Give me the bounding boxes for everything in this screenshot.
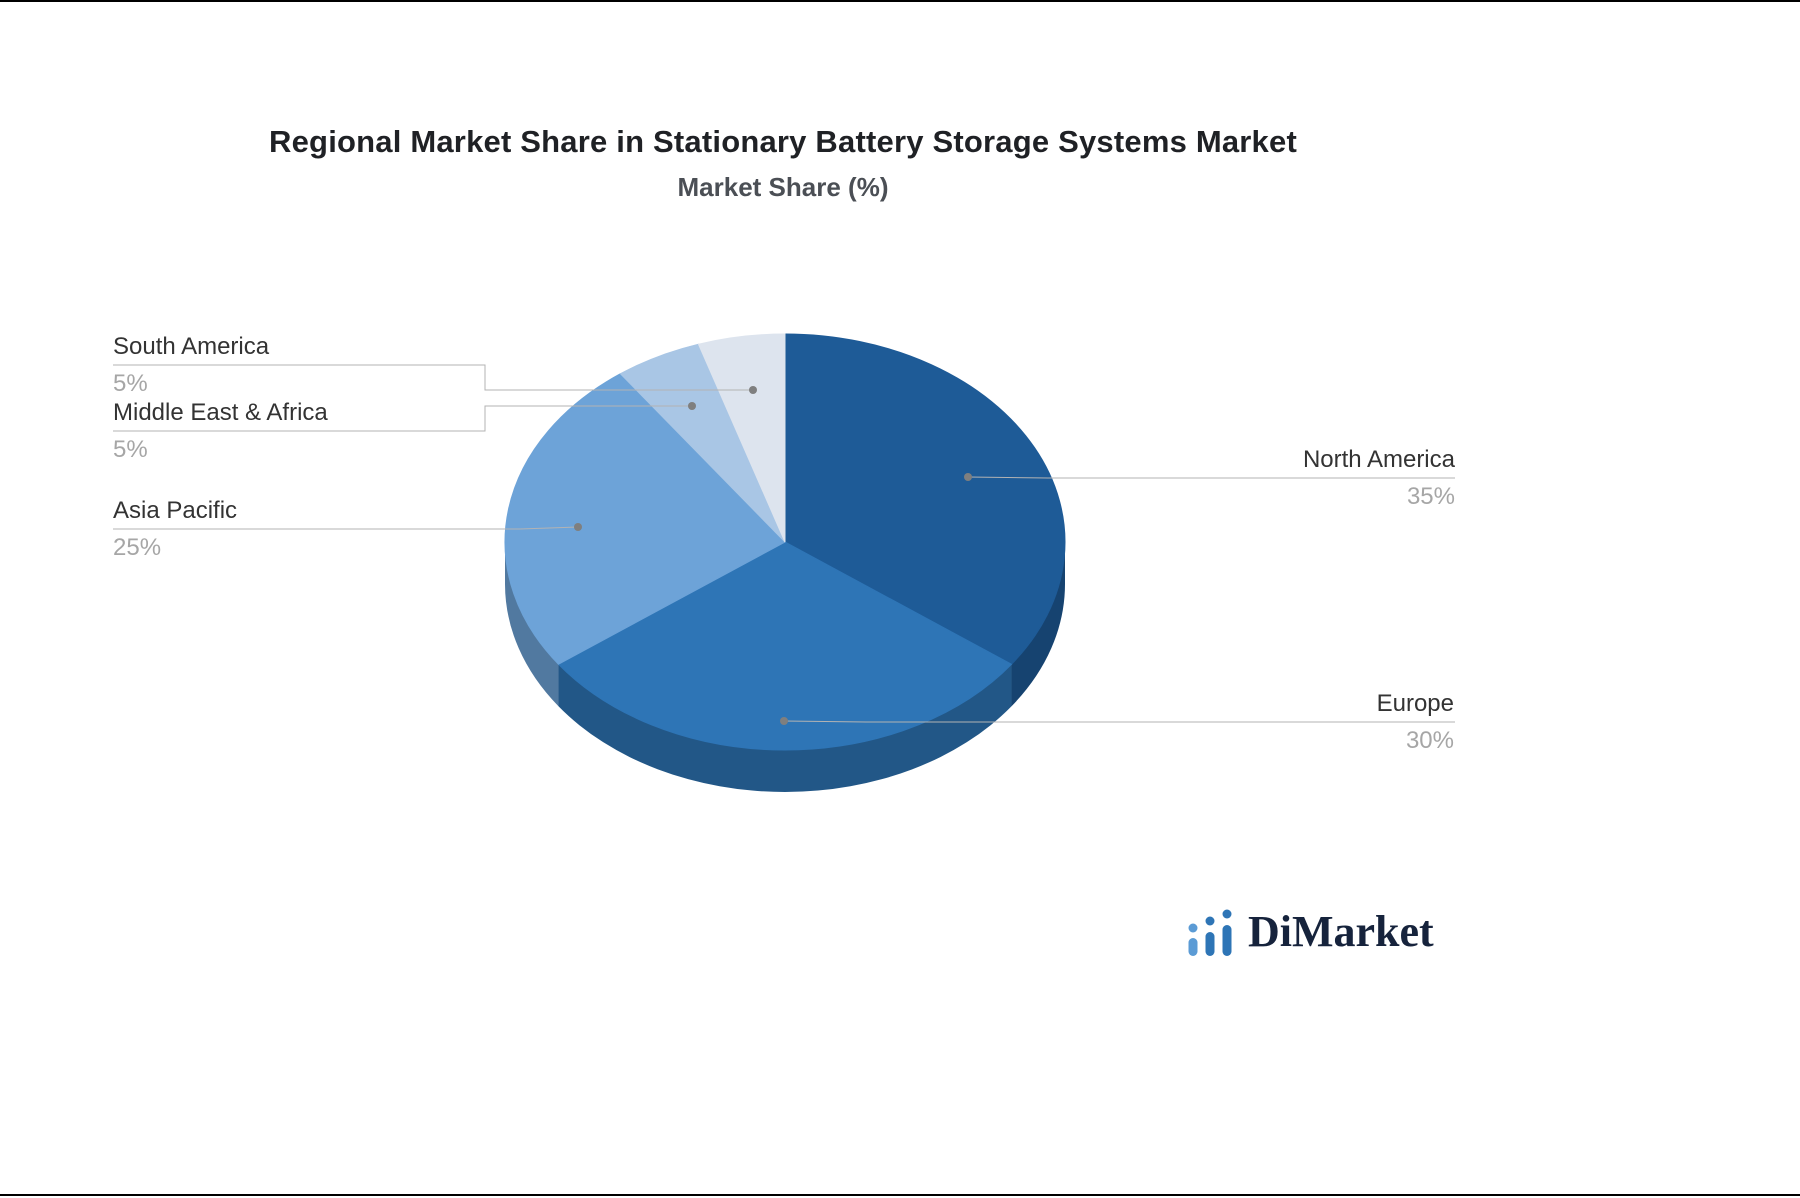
leader-dot-europe bbox=[780, 717, 788, 725]
chart-title: Regional Market Share in Stationary Batt… bbox=[269, 124, 1297, 159]
pie-slice-side-asia-pacific bbox=[505, 542, 559, 707]
slice-label-north-america: North America bbox=[1302, 446, 1455, 473]
pie-slice-europe[interactable] bbox=[557, 541, 1013, 751]
leader-dot-south-america bbox=[749, 386, 757, 394]
leader-line-europe bbox=[783, 720, 1455, 723]
leader-dot-north-america bbox=[964, 473, 972, 481]
leader-line-asia-pacific bbox=[113, 526, 579, 530]
slice-value-middle-east-africa: 5% bbox=[113, 436, 148, 463]
dimarket-logo: DiMarket bbox=[1186, 906, 1434, 958]
slice-label-asia-pacific: Asia Pacific bbox=[113, 497, 238, 524]
pie-slice-side-europe bbox=[558, 664, 1012, 792]
chart-subtitle: Market Share (%) bbox=[677, 172, 889, 202]
leader-dot-asia-pacific bbox=[574, 523, 582, 531]
slice-label-south-america: South America bbox=[113, 333, 270, 360]
dimarket-logo-icon bbox=[1188, 909, 1232, 956]
leader-line-middle-east-africa bbox=[113, 405, 692, 432]
dimarket-logo-text: DiMarket bbox=[1248, 907, 1434, 956]
pie-slice-side-north-america bbox=[1011, 542, 1065, 707]
slice-label-europe: Europe bbox=[1376, 690, 1454, 717]
slice-value-north-america: 35% bbox=[1406, 483, 1455, 510]
leader-line-north-america bbox=[967, 476, 1455, 479]
pie-slice-south-america[interactable] bbox=[697, 333, 786, 543]
leader-dot-middle-east-africa bbox=[688, 402, 696, 410]
pie-slice-asia-pacific[interactable] bbox=[504, 373, 786, 665]
slice-value-asia-pacific: 25% bbox=[113, 534, 162, 561]
slice-value-south-america: 5% bbox=[113, 370, 148, 397]
slice-label-middle-east-africa: Middle East & Africa bbox=[113, 399, 328, 426]
slice-value-europe: 30% bbox=[1405, 727, 1454, 754]
leader-line-south-america bbox=[113, 364, 753, 391]
pie-slice-north-america[interactable] bbox=[784, 333, 1066, 665]
